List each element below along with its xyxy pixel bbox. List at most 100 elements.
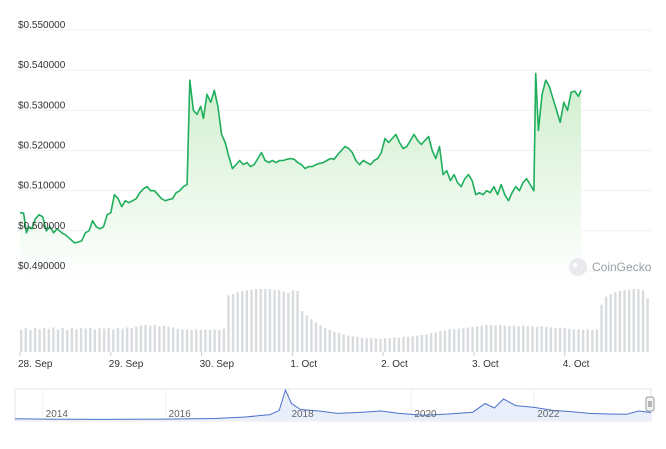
volume-bar <box>586 329 589 352</box>
navigator-handle[interactable] <box>645 396 655 412</box>
volume-bar <box>227 295 230 352</box>
volume-bar <box>393 337 396 352</box>
volume-bar <box>199 329 203 352</box>
navigator-tick-label: 2022 <box>537 409 560 420</box>
volume-bar <box>204 329 207 352</box>
coingecko-watermark: CoinGecko <box>569 258 652 276</box>
volume-bar <box>213 329 216 352</box>
navigator-tick-label: 2018 <box>291 409 314 420</box>
gecko-logo-icon <box>569 258 587 276</box>
volume-bar <box>107 328 110 352</box>
volume-bar <box>56 329 60 352</box>
volume-bar <box>531 326 534 352</box>
volume-bar <box>66 329 69 352</box>
volume-bar <box>545 326 548 352</box>
x-tick-label: 28. Sep <box>18 359 53 370</box>
volume-bar <box>38 329 41 352</box>
y-tick-label: $0.520000 <box>18 141 66 152</box>
volume-bar <box>365 338 368 352</box>
volume-bar <box>130 328 133 352</box>
volume-bar <box>420 334 424 352</box>
volume-bar <box>167 326 170 352</box>
range-navigator[interactable]: 2014 2016 2018 2020 2022 <box>14 388 655 422</box>
x-tick-label: 3. Oct <box>472 359 499 370</box>
volume-bar <box>572 329 576 352</box>
volume-bar <box>347 335 350 352</box>
volume-bar <box>310 319 313 352</box>
volume-bar <box>646 298 649 352</box>
volume-bar <box>250 289 253 352</box>
volume-bar <box>549 327 553 352</box>
volume-bar <box>402 336 405 352</box>
y-tick-label: $0.530000 <box>18 100 66 111</box>
volume-bar <box>218 329 221 352</box>
volume-bar <box>121 328 124 352</box>
volume-bar <box>222 328 226 352</box>
volume-bar <box>480 325 483 352</box>
volume-bar <box>627 289 631 352</box>
volume-bar <box>416 335 419 352</box>
volume-bar <box>328 329 331 352</box>
x-axis-ticks: 28. Sep 29. Sep 30. Sep 1. Oct 2. Oct 3. Oct 4… <box>18 352 590 370</box>
volume-bar <box>241 290 244 352</box>
volume-bar <box>98 328 101 352</box>
volume-bar <box>641 290 645 352</box>
volume-bar <box>471 326 474 352</box>
volume-bar <box>190 329 193 352</box>
volume-bar <box>485 324 488 352</box>
volume-bar <box>24 328 28 352</box>
volume-bar <box>116 328 120 352</box>
y-tick-label: $0.510000 <box>18 181 66 192</box>
watermark-text: CoinGecko <box>592 260 652 274</box>
volume-bar <box>296 290 299 352</box>
volume-bar <box>195 329 198 352</box>
volume-bar <box>52 327 55 352</box>
y-axis-ticks: $0.550000 $0.540000 $0.530000 $0.520000 $0.5… <box>18 20 66 272</box>
volume-bar <box>112 329 115 352</box>
volume-bar <box>434 332 437 352</box>
volume-bar <box>595 329 599 352</box>
volume-bar <box>618 290 622 352</box>
volume-bar <box>360 337 364 352</box>
volume-bar <box>89 328 92 352</box>
volume-bar <box>388 338 391 352</box>
navigator-tick-label: 2014 <box>46 409 69 420</box>
volume-bar <box>148 325 152 352</box>
volume-bar <box>568 328 571 352</box>
x-tick-label: 2. Oct <box>381 359 408 370</box>
volume-bar <box>171 327 175 352</box>
volume-bar <box>259 289 262 352</box>
volume-bar <box>144 324 147 352</box>
volume-bar <box>517 326 520 352</box>
volume-bar <box>563 328 566 352</box>
gecko-eye-icon <box>572 262 578 268</box>
x-tick-label: 30. Sep <box>200 359 235 370</box>
volume-bar <box>291 290 295 352</box>
volume-bar <box>356 336 359 352</box>
volume-bar <box>139 325 143 352</box>
volume-bar <box>185 329 189 352</box>
volume-bar <box>300 311 304 352</box>
volume-bar <box>125 327 129 352</box>
volume-bar <box>443 330 447 352</box>
volume-bar <box>591 329 594 352</box>
volume-bar <box>333 331 336 352</box>
volume-bar <box>176 328 180 352</box>
volume-bar <box>637 289 640 352</box>
volume-bar <box>351 336 355 352</box>
volume-bar <box>429 333 433 352</box>
navigator-handle-grip[interactable] <box>645 396 655 412</box>
volume-bar <box>475 326 479 352</box>
y-tick-label: $0.550000 <box>18 20 66 31</box>
volume-bar <box>558 327 562 352</box>
volume-bar <box>75 329 78 352</box>
volume-bar <box>314 322 318 352</box>
volume-bar <box>439 331 442 352</box>
volume-bar <box>554 328 557 352</box>
navigator-area <box>15 390 651 420</box>
x-tick-label: 1. Oct <box>290 359 317 370</box>
volume-bar <box>305 315 308 352</box>
volume-bar <box>577 329 580 352</box>
